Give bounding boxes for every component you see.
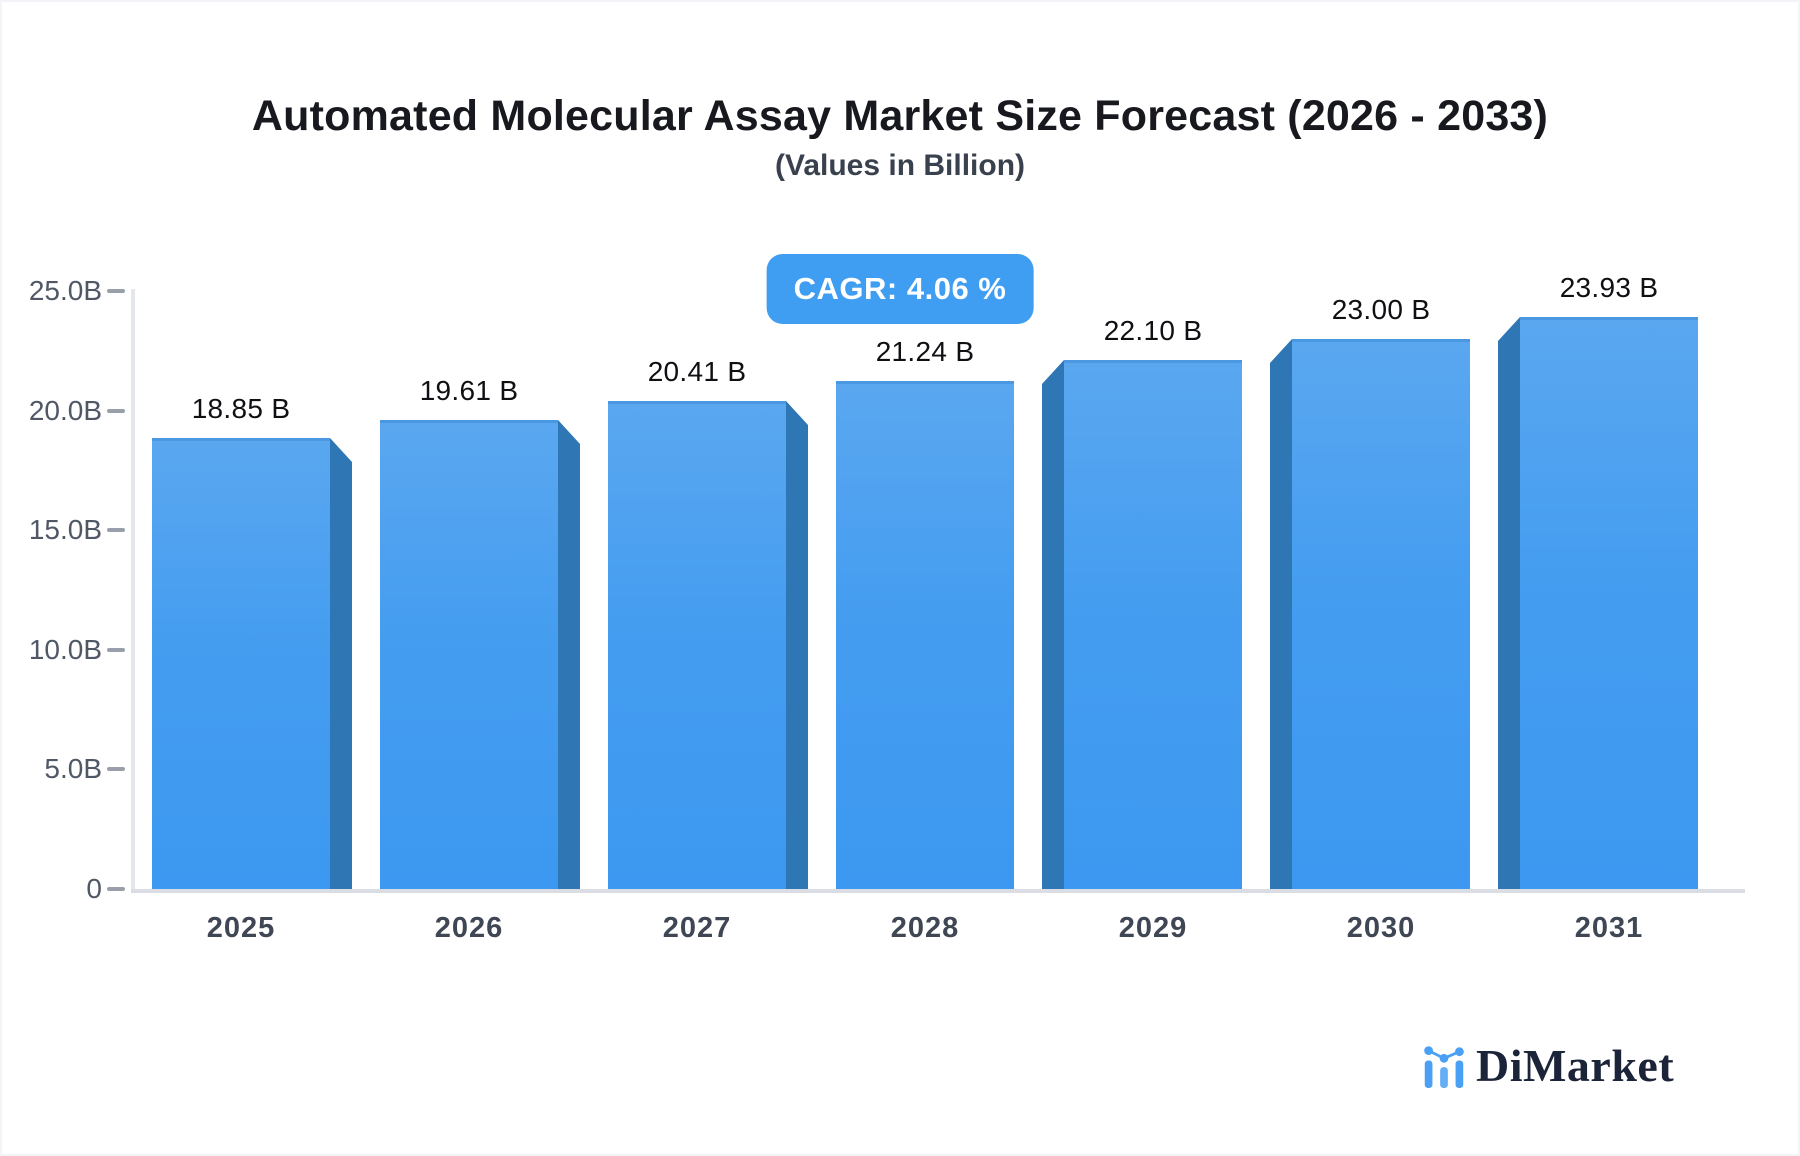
chart-subtitle: (Values in Billion) [774,149,1026,182]
bar-3d-side [1498,317,1520,889]
x-axis-baseline [131,889,1745,893]
bar-value-label: 20.41 B [647,356,747,387]
x-axis-label: 2026 [434,912,504,944]
bar-3d-side [330,438,352,889]
bar-value-label: 23.00 B [1331,294,1431,325]
x-axis-label: 2025 [206,912,276,944]
y-tick-label: 0 [86,873,102,904]
bar-value-label: 23.93 B [1559,272,1659,303]
x-axis-label: 2028 [890,912,960,944]
y-tick-label: 10.0B [28,633,102,665]
bar-3d-side [558,420,580,889]
bar-2030 [1292,339,1470,889]
bar-2026 [380,420,558,889]
bar-value-label: 21.24 B [875,336,975,367]
y-axis-line [131,289,135,891]
bar-2031 [1520,317,1698,889]
y-tick-mark [107,408,125,413]
x-axis-label: 2029 [1118,912,1188,944]
bar-3d-side [1042,360,1064,889]
bar-2027 [608,401,786,889]
y-tick-label: 5.0B [44,753,102,785]
x-axis-label: 2027 [662,912,732,944]
y-tick-mark [107,887,125,891]
y-tick-mark [107,289,125,293]
bar-chart-logo-icon [1422,1044,1466,1088]
y-tick-mark [107,528,125,533]
chart-title: Automated Molecular Assay Market Size Fo… [251,92,1549,140]
dimarket-logo: DiMarket [1422,1040,1675,1092]
y-tick-mark [107,647,125,652]
bar-value-label: 22.10 B [1103,315,1203,346]
bar-value-label: 19.61 B [419,375,519,406]
x-axis-label: 2030 [1346,912,1416,944]
y-tick-mark [107,767,125,772]
bar-2029 [1064,360,1242,889]
logo-text: DiMarket [1476,1040,1675,1092]
cagr-badge: CAGR: 4.06 % [766,254,1034,324]
bar-2025 [152,438,330,889]
y-tick-label: 20.0B [28,394,102,426]
y-tick-label: 15.0B [28,514,102,546]
x-axis-label: 2031 [1574,912,1644,944]
bar-2028 [836,381,1014,889]
bar-3d-side [786,401,808,889]
bar-3d-side [1270,339,1292,889]
y-tick-label: 25.0B [28,275,102,306]
bar-value-label: 18.85 B [191,393,291,424]
